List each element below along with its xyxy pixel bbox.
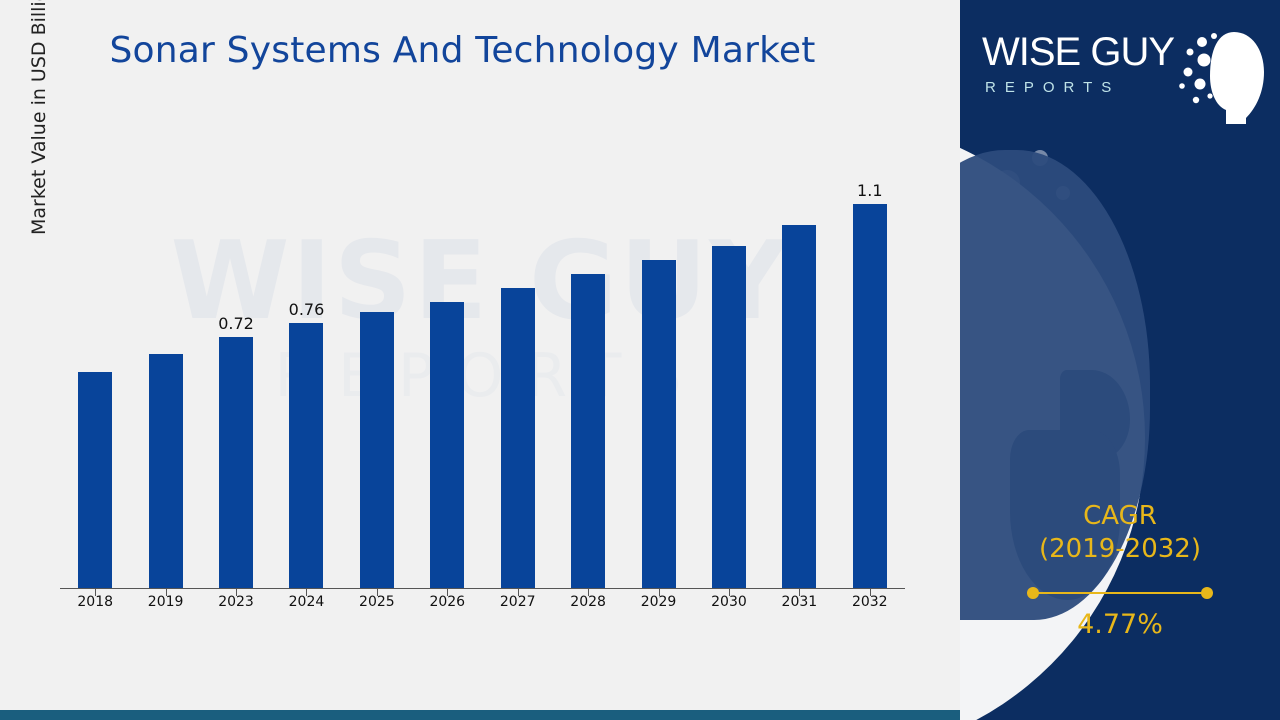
- x-axis-tick-label: 2030: [711, 594, 747, 610]
- bar-group[interactable]: [430, 278, 465, 588]
- x-axis-tick-label: 2027: [499, 594, 536, 610]
- logo-wordmark: WISE GUY: [982, 30, 1175, 74]
- x-axis-tick: [236, 588, 238, 596]
- bar-group[interactable]: 0.72: [218, 313, 254, 588]
- x-axis-tick: [658, 588, 660, 596]
- cagr-divider: [1027, 587, 1213, 599]
- bar[interactable]: [359, 312, 394, 588]
- x-axis-tick: [376, 588, 378, 596]
- x-axis-tick: [517, 588, 519, 596]
- bar[interactable]: [500, 287, 535, 588]
- x-axis-tick-label: 2029: [640, 594, 677, 610]
- x-axis-tick: [306, 588, 308, 596]
- bar-group[interactable]: [359, 288, 394, 588]
- bar-group[interactable]: [78, 348, 113, 588]
- x-axis-tick-label: 2032: [851, 594, 888, 610]
- bar[interactable]: [852, 203, 887, 588]
- wiseguy-reports-logo: WISE GUY REPORTS: [982, 30, 1264, 124]
- bottom-accent-strip: [0, 710, 960, 720]
- x-axis-line: [60, 588, 905, 589]
- bar-group[interactable]: [571, 250, 606, 588]
- x-axis-tick-label: 2031: [781, 594, 818, 610]
- divider-line: [1033, 592, 1207, 594]
- x-axis-tick-label: 2028: [570, 594, 606, 610]
- plot-area: [60, 150, 905, 590]
- bar-group[interactable]: [500, 264, 535, 588]
- divider-dot-right: [1201, 587, 1213, 599]
- logo-subtext: REPORTS: [985, 79, 1121, 96]
- bar[interactable]: [78, 371, 113, 588]
- x-axis-tick: [728, 588, 730, 596]
- bar[interactable]: [430, 301, 465, 588]
- x-axis-tick: [588, 588, 590, 596]
- x-axis-tick: [95, 588, 97, 596]
- x-axis-tick-label: 2024: [288, 594, 325, 610]
- cagr-block: CAGR (2019-2032) 4.77%: [960, 500, 1280, 640]
- head-chin-shape: [1010, 430, 1120, 600]
- chart-title: Sonar Systems And Technology Market: [109, 30, 816, 71]
- y-axis-label: Market Value in USD Billion: [28, 0, 50, 235]
- bar-group[interactable]: [782, 201, 817, 588]
- chart-panel: WISE GUY REPORTS Sonar Systems And Techn…: [0, 0, 960, 720]
- bar[interactable]: [782, 224, 817, 588]
- x-axis-tick: [165, 588, 167, 596]
- x-axis-tick-label: 2018: [77, 594, 114, 610]
- bar[interactable]: [219, 336, 254, 588]
- bar-group[interactable]: [711, 222, 746, 588]
- bar-value-label: 0.72: [218, 313, 254, 333]
- cagr-value: 4.77%: [1077, 609, 1163, 640]
- bar-value-label: 1.1: [857, 180, 883, 200]
- x-axis-tick: [869, 588, 871, 596]
- cagr-title: CAGR: [1083, 501, 1157, 531]
- x-axis-tick: [447, 588, 449, 596]
- x-axis-tick-label: 2025: [359, 594, 395, 610]
- bar-group[interactable]: [641, 236, 676, 588]
- bar[interactable]: [571, 273, 606, 588]
- bar[interactable]: [148, 354, 183, 588]
- bar[interactable]: [711, 245, 746, 588]
- x-axis-tick: [799, 588, 801, 596]
- bar[interactable]: [641, 259, 676, 588]
- cagr-period: (2019-2032): [1038, 533, 1201, 564]
- brand-panel: WISE GUY REPORTS CAGR (2019-2032) 4.77%: [960, 0, 1280, 720]
- x-axis-tick-label: 2023: [218, 594, 254, 610]
- bar-group[interactable]: 1.1: [852, 180, 887, 588]
- x-axis-tick-label: 2026: [429, 594, 466, 610]
- bar-group[interactable]: [148, 330, 183, 588]
- logo-head-profile-icon: [1179, 32, 1264, 124]
- bar-value-label: 0.76: [288, 299, 325, 319]
- bar-group[interactable]: 0.76: [288, 299, 325, 588]
- x-axis-tick-label: 2019: [147, 594, 184, 610]
- bar[interactable]: [289, 322, 324, 588]
